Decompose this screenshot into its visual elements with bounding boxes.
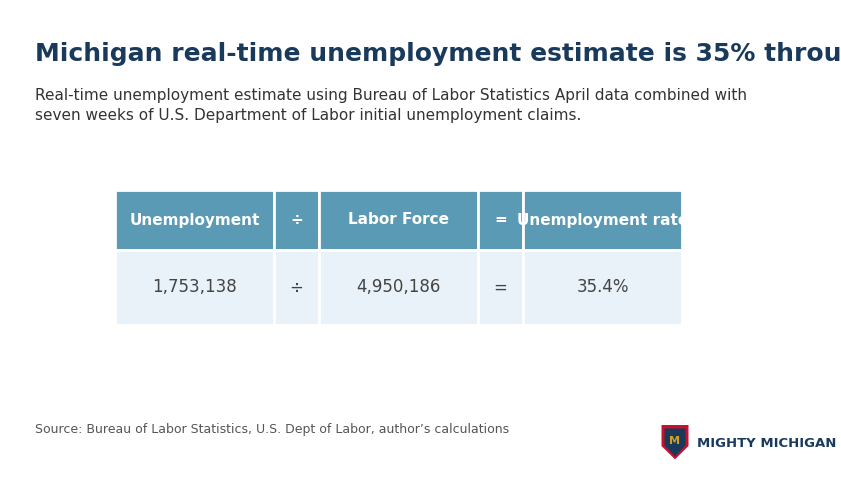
Text: MIGHTY MICHIGAN: MIGHTY MICHIGAN bbox=[697, 437, 837, 450]
Text: ÷: ÷ bbox=[290, 213, 303, 228]
Polygon shape bbox=[662, 425, 689, 459]
Text: =: = bbox=[495, 213, 507, 228]
Text: =: = bbox=[494, 278, 507, 297]
Text: 1,753,138: 1,753,138 bbox=[152, 278, 237, 297]
Text: seven weeks of U.S. Department of Labor initial unemployment claims.: seven weeks of U.S. Department of Labor … bbox=[35, 108, 581, 123]
Text: Unemployment rate: Unemployment rate bbox=[517, 213, 688, 228]
Text: Labor Force: Labor Force bbox=[348, 213, 449, 228]
Text: Source: Bureau of Labor Statistics, U.S. Dept of Labor, author’s calculations: Source: Bureau of Labor Statistics, U.S.… bbox=[35, 423, 509, 436]
Text: Michigan real-time unemployment estimate is 35% through May 30: Michigan real-time unemployment estimate… bbox=[35, 42, 841, 66]
Text: M: M bbox=[669, 436, 680, 446]
Text: Unemployment: Unemployment bbox=[130, 213, 260, 228]
Polygon shape bbox=[664, 429, 685, 456]
Text: 4,950,186: 4,950,186 bbox=[357, 278, 441, 297]
Text: 35.4%: 35.4% bbox=[576, 278, 629, 297]
Text: Real-time unemployment estimate using Bureau of Labor Statistics April data comb: Real-time unemployment estimate using Bu… bbox=[35, 88, 747, 103]
Text: ÷: ÷ bbox=[289, 278, 304, 297]
